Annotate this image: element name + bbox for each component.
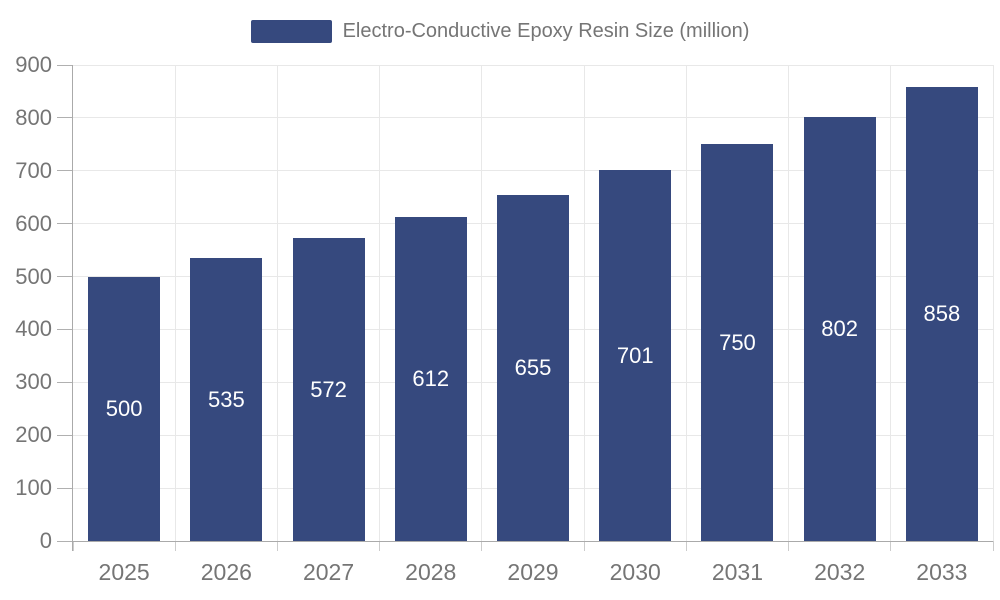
y-gridline xyxy=(73,170,993,172)
y-gridline xyxy=(73,117,993,119)
bar-2031[interactable] xyxy=(701,144,774,541)
x-gridline xyxy=(992,65,994,541)
bar-2027[interactable] xyxy=(292,238,365,541)
x-gridline xyxy=(583,65,585,541)
y-axis-tick xyxy=(57,64,73,66)
x-axis-tick-label: 2029 xyxy=(507,559,559,585)
legend-label: Electro-Conductive Epoxy Resin Size (mil… xyxy=(342,20,750,42)
x-axis-tick xyxy=(481,541,483,551)
bar-value-label: 701 xyxy=(616,342,654,368)
y-axis-tick xyxy=(57,381,73,383)
bar-2025[interactable] xyxy=(88,276,161,541)
x-axis-tick xyxy=(276,541,278,551)
x-gridline xyxy=(174,65,176,541)
y-axis-tick-label: 700 xyxy=(15,157,52,183)
x-gridline xyxy=(685,65,687,541)
y-axis-tick-label: 100 xyxy=(15,475,52,501)
y-gridline xyxy=(73,64,993,66)
y-axis-tick xyxy=(57,223,73,225)
legend-swatch xyxy=(250,20,332,43)
x-axis-tick-label: 2025 xyxy=(98,559,150,585)
y-axis-tick-label: 900 xyxy=(15,52,52,77)
bar-value-label: 572 xyxy=(310,376,347,402)
x-gridline xyxy=(379,65,381,541)
x-axis-tick-label: 2030 xyxy=(609,559,661,585)
bar-2033[interactable] xyxy=(905,87,978,541)
bar-value-label: 750 xyxy=(719,329,756,355)
bar-value-label: 858 xyxy=(923,301,961,327)
y-axis-tick xyxy=(57,328,73,330)
y-axis-line xyxy=(72,65,73,551)
bar-2028[interactable] xyxy=(394,217,467,541)
x-gridline xyxy=(481,65,483,541)
x-axis-tick-label: 2026 xyxy=(200,559,252,585)
bar-value-label: 535 xyxy=(207,386,245,412)
y-axis-tick-label: 400 xyxy=(15,316,52,342)
bar-2030[interactable] xyxy=(599,170,672,541)
x-gridline xyxy=(788,65,790,541)
y-axis-tick-label: 800 xyxy=(15,104,52,130)
x-axis-tick xyxy=(788,541,790,551)
x-axis-tick-label: 2028 xyxy=(405,559,457,585)
x-axis-tick xyxy=(72,541,74,551)
bar-2029[interactable] xyxy=(497,194,569,541)
bar-2026[interactable] xyxy=(190,258,263,541)
x-axis-tick xyxy=(685,541,687,551)
y-axis-tick xyxy=(57,434,73,436)
bar-value-label: 612 xyxy=(412,366,450,392)
legend[interactable]: Electro-Conductive Epoxy Resin Size (mil… xyxy=(0,20,1000,43)
x-axis-tick xyxy=(583,541,585,551)
bar-value-label: 802 xyxy=(821,315,859,341)
x-axis-tick xyxy=(992,541,994,551)
y-axis-tick-label: 0 xyxy=(39,528,52,553)
x-axis-tick-label: 2031 xyxy=(711,559,764,585)
y-axis-tick-label: 500 xyxy=(15,263,52,289)
y-axis-tick-label: 300 xyxy=(15,369,52,395)
x-axis-tick-label: 2027 xyxy=(302,559,355,585)
y-axis-tick xyxy=(57,170,73,172)
y-axis-tick xyxy=(57,540,73,542)
x-gridline xyxy=(276,65,278,541)
y-axis-tick xyxy=(57,276,73,278)
x-gridline xyxy=(890,65,892,541)
x-axis-tick-label: 2033 xyxy=(916,559,968,585)
bar-value-label: 500 xyxy=(105,395,143,421)
bar-2032[interactable] xyxy=(803,116,876,541)
x-axis-tick xyxy=(379,541,381,551)
y-axis-tick-label: 600 xyxy=(15,210,52,236)
y-axis-tick xyxy=(57,117,73,119)
y-axis-tick xyxy=(57,487,73,489)
x-axis-line xyxy=(72,541,993,542)
bar-value-label: 655 xyxy=(514,354,552,380)
y-axis-tick-label: 200 xyxy=(15,422,52,448)
x-axis-tick xyxy=(890,541,892,551)
x-axis-tick-label: 2032 xyxy=(814,559,866,585)
x-axis-tick xyxy=(174,541,176,551)
